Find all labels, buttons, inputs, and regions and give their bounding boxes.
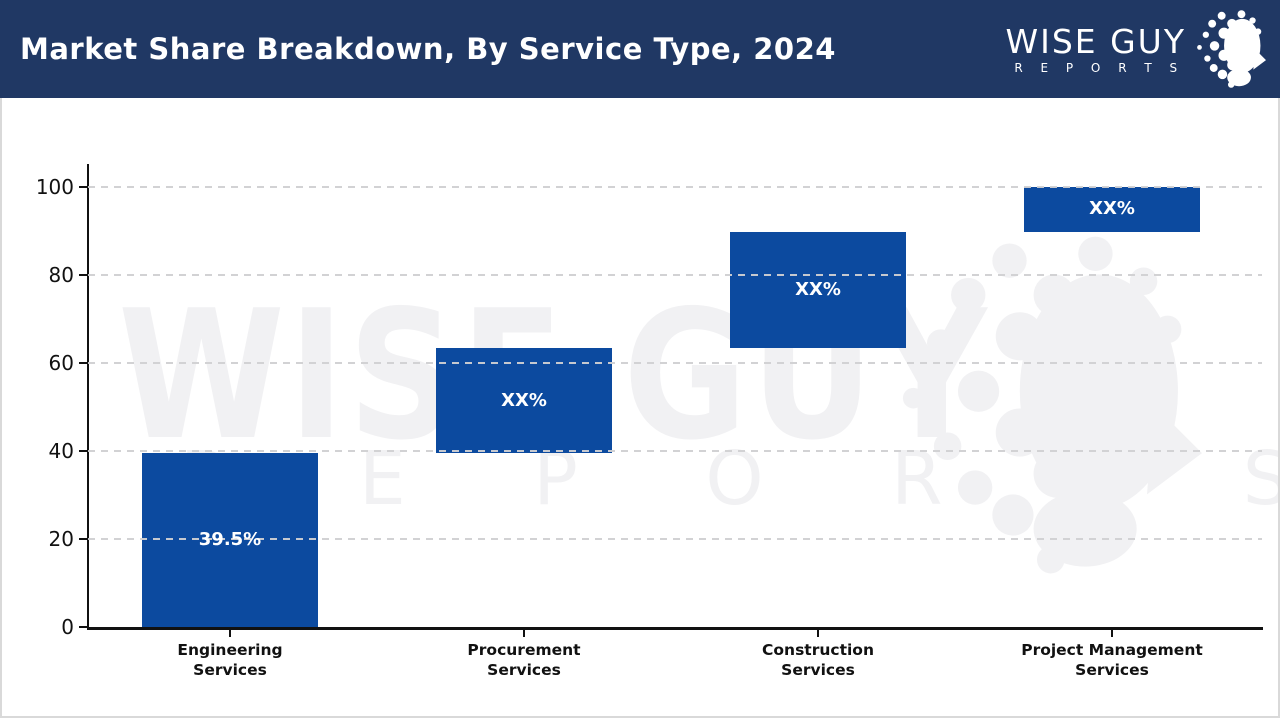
y-tick-mark [79,538,88,540]
x-category-label-line: Construction [762,641,874,659]
bar-value-label: XX% [501,389,547,411]
gridline-60 [88,362,1262,364]
y-tick-label: 60 [48,351,74,375]
x-category-label-line: Services [781,661,855,679]
gridline-40 [88,450,1262,452]
y-tick-label: 0 [61,615,74,639]
y-tick-label: 20 [48,527,74,551]
y-tick-label: 100 [35,175,74,199]
y-tick-label: 40 [48,439,74,463]
header-bar: Market Share Breakdown, By Service Type,… [0,0,1280,98]
y-axis-line [87,164,89,629]
y-tick-label: 80 [48,263,74,287]
gridline-80 [88,274,1262,276]
x-category-label-line: Project Management [1021,641,1203,659]
x-category-label: Project Management Services [1002,640,1222,680]
x-category-label-line: Procurement [467,641,581,659]
bar-3 [1024,187,1200,232]
y-tick-mark [79,362,88,364]
wise-guy-reports-logo: WISE GUY R E P O R T S [1005,6,1280,92]
bar-value-label: 39.5% [198,529,262,551]
y-tick-mark [79,626,88,628]
x-tick-mark [229,628,231,637]
bar-1 [436,348,612,454]
watermark-head-icon [902,236,1202,574]
x-tick-mark [1111,628,1113,637]
frame-border-left [0,98,2,718]
x-category-label: Engineering Services [120,640,340,680]
frame-border-right [1278,98,1280,718]
page-title: Market Share Breakdown, By Service Type,… [20,32,836,66]
y-tick-mark [79,450,88,452]
logo-subtitle: R E P O R T S [1014,60,1185,75]
logo-text: WISE GUY R E P O R T S [1005,25,1186,74]
bar-value-label: XX% [795,278,841,300]
gridline-20 [88,538,1262,540]
y-tick-mark [79,186,88,188]
x-axis-line [87,627,1263,630]
x-tick-mark [817,628,819,637]
bar-0 [142,453,318,627]
x-category-label-line: Services [1075,661,1149,679]
x-category-label-line: Engineering [177,641,283,659]
x-category-label: Construction Services [708,640,928,680]
logo-name: WISE GUY [1005,21,1186,61]
logo-head-icon [1197,10,1266,88]
x-category-label: Procurement Services [414,640,634,680]
frame-border-bottom [0,716,1280,718]
gridline-100 [88,186,1262,188]
x-tick-mark [523,628,525,637]
bar-2 [730,231,906,349]
y-tick-mark [79,274,88,276]
x-category-label-line: Services [487,661,561,679]
bar-value-label: XX% [1089,198,1135,220]
x-category-label-line: Services [193,661,267,679]
